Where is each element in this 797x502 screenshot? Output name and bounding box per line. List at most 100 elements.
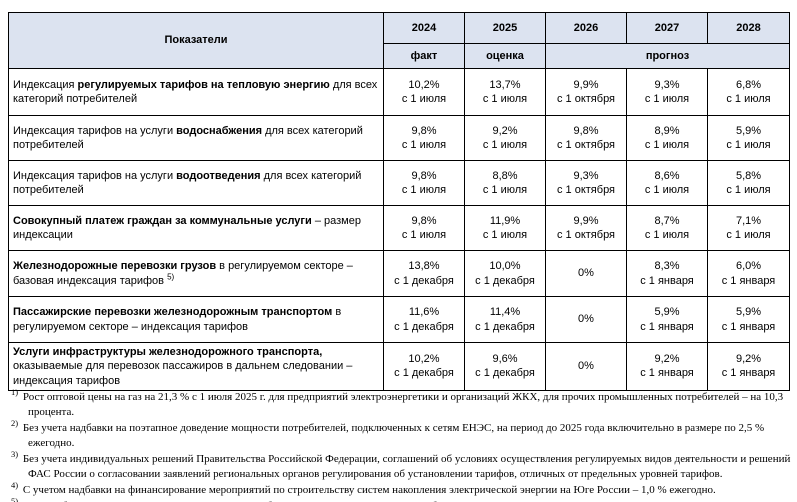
effective-date: с 1 июля <box>644 139 690 151</box>
indexation-value: 9,2% <box>654 353 680 366</box>
indicator-label: Совокупный платеж граждан за коммунальны… <box>8 205 384 251</box>
value-cell: 9,6% с 1 декабря <box>464 342 546 391</box>
table-row: Пассажирские перевозки железнодорожным т… <box>8 296 790 343</box>
footnote-marker: 2) <box>11 418 19 429</box>
label-segment: Услуги инфраструктуры железнодорожного т… <box>13 346 323 358</box>
effective-date: с 1 июля <box>726 229 771 241</box>
footnote-marker-ref: 5) <box>167 271 175 281</box>
effective-date: с 1 июля <box>401 93 447 105</box>
table-row: Индексация тарифов на услуги водоотведен… <box>8 160 790 206</box>
indexation-value: 9,2% <box>735 353 762 366</box>
indexation-value: 9,8% <box>411 124 437 137</box>
footnote-text: Без учета индивидуальных решений Правите… <box>20 453 791 480</box>
footnote-marker: 1) <box>11 387 19 398</box>
effective-date: с 1 января <box>721 320 776 333</box>
indexation-value: 5,9% <box>654 306 680 319</box>
effective-date: с 1 июля <box>401 139 447 151</box>
indexation-value: 10,2% <box>408 353 440 366</box>
label-segment: водоотведения <box>176 169 261 182</box>
effective-date: с 1 июля <box>482 139 528 151</box>
effective-date: с 1 октября <box>556 139 616 151</box>
footnote-marker: 3) <box>11 449 19 460</box>
effective-date: с 1 октября <box>556 93 616 105</box>
indexation-value: 8,7% <box>654 214 680 227</box>
value-cell: 5,8% с 1 июля <box>707 160 790 206</box>
label-segment: в регулируемом секторе – базовая индекса… <box>13 260 353 287</box>
table-row: Железнодорожные перевозки грузов в регул… <box>8 250 790 297</box>
effective-date: с 1 декабря <box>394 274 454 287</box>
indexation-value: 0% <box>578 360 594 373</box>
value-cell: 5,9% с 1 января <box>707 296 790 343</box>
indexation-value: 10,0% <box>489 260 521 273</box>
effective-date: с 1 июля <box>644 93 690 105</box>
indexation-value: 9,8% <box>573 124 599 137</box>
value-cell: 9,2% с 1 января <box>626 342 708 391</box>
footnote: 3) Без учета индивидуальных решений Прав… <box>8 449 791 482</box>
footnote: 2) Без учета надбавки на поэтапное довед… <box>8 418 791 451</box>
column-subheader-estimate: оценка <box>464 43 546 69</box>
footnote: 5) С 1 декабря 2024 года дополнительные … <box>8 496 791 502</box>
effective-date: с 1 января <box>721 274 776 287</box>
value-cell: 9,2% с 1 января <box>707 342 790 391</box>
effective-date: с 1 июля <box>401 184 447 196</box>
indexation-value: 8,6% <box>654 169 680 182</box>
column-header-2028: 2028 <box>707 12 790 44</box>
column-subheader-fact: факт <box>383 43 465 69</box>
effective-date: с 1 июля <box>644 229 690 241</box>
effective-date: с 1 декабря <box>475 320 535 333</box>
label-segment: для всех категорий потребителей <box>13 169 362 196</box>
indexation-value: 11,6% <box>408 306 440 319</box>
label-segment: водоснабжения <box>176 124 263 137</box>
label-segment: для всех категорий потребителей <box>13 124 363 151</box>
table-body: Индексация регулируемых тарифов на тепло… <box>8 68 790 391</box>
indexation-value: 9,3% <box>654 78 680 91</box>
value-cell: 11,6% с 1 декабря <box>383 296 465 343</box>
value-cell: 6,8% с 1 июля <box>707 68 790 116</box>
indicator-label: Индексация тарифов на услуги водоснабжен… <box>8 115 384 161</box>
value-cell: 9,2% с 1 июля <box>464 115 546 161</box>
value-cell: 9,3% с 1 июля <box>626 68 708 116</box>
label-segment: – размер индексации <box>13 214 361 241</box>
indexation-value: 9,6% <box>492 353 518 366</box>
label-segment: для всех категорий потребителей <box>13 78 378 105</box>
label-segment: Совокупный платеж граждан за коммунальны… <box>13 214 312 227</box>
value-cell: 13,8% с 1 декабря <box>383 250 465 297</box>
value-cell: 9,8% с 1 июля <box>383 115 465 161</box>
effective-date: с 1 января <box>640 367 694 380</box>
value-cell: 10,2% с 1 декабря <box>383 342 465 391</box>
footnote: 1) Рост оптовой цены на газ на 21,3 % с … <box>8 387 791 420</box>
indicator-label: Индексация тарифов на услуги водоотведен… <box>8 160 384 206</box>
effective-date: с 1 июля <box>644 184 690 196</box>
value-cell: 8,9% с 1 июля <box>626 115 708 161</box>
indexation-value: 0% <box>578 313 594 326</box>
effective-date: с 1 декабря <box>394 320 454 333</box>
effective-date: с 1 октября <box>556 229 616 241</box>
value-cell: 9,8% с 1 июля <box>383 160 465 206</box>
effective-date: с 1 января <box>640 320 694 333</box>
table-row: Совокупный платеж граждан за коммунальны… <box>8 205 790 251</box>
label-segment: Индексация тарифов на услуги <box>13 169 177 182</box>
indexation-value: 9,9% <box>573 214 599 227</box>
value-cell: 11,9% с 1 июля <box>464 205 546 251</box>
indexation-value: 8,3% <box>654 260 680 273</box>
value-cell: 9,9% с 1 октября <box>545 68 627 116</box>
column-subheader-forecast: прогноз <box>545 43 790 69</box>
label-segment: в регулируемом секторе – индексация тари… <box>13 306 342 333</box>
indicator-label: Пассажирские перевозки железнодорожным т… <box>8 296 384 343</box>
effective-date: с 1 декабря <box>394 367 454 380</box>
effective-date: с 1 июля <box>482 184 528 196</box>
indexation-value: 8,8% <box>492 169 518 182</box>
footnote: 4) С учетом надбавки на финансирование м… <box>8 481 791 498</box>
footnote-text: Рост оптовой цены на газ на 21,3 % с 1 и… <box>20 391 784 418</box>
indexation-value: 11,9% <box>489 214 521 227</box>
value-cell: 8,6% с 1 июля <box>626 160 708 206</box>
footnote-text: Без учета надбавки на поэтапное доведени… <box>20 422 765 449</box>
label-segment: оказываемые для перевозок пассажиров в д… <box>13 360 353 387</box>
value-cell: 5,9% с 1 июля <box>707 115 790 161</box>
footnote-marker: 5) <box>11 496 19 502</box>
value-cell: 6,0% с 1 января <box>707 250 790 297</box>
indexation-value: 0% <box>578 267 594 280</box>
value-cell: 10,2% с 1 июля <box>383 68 465 116</box>
indexation-value: 9,3% <box>573 169 599 182</box>
effective-date: с 1 июля <box>401 229 447 241</box>
